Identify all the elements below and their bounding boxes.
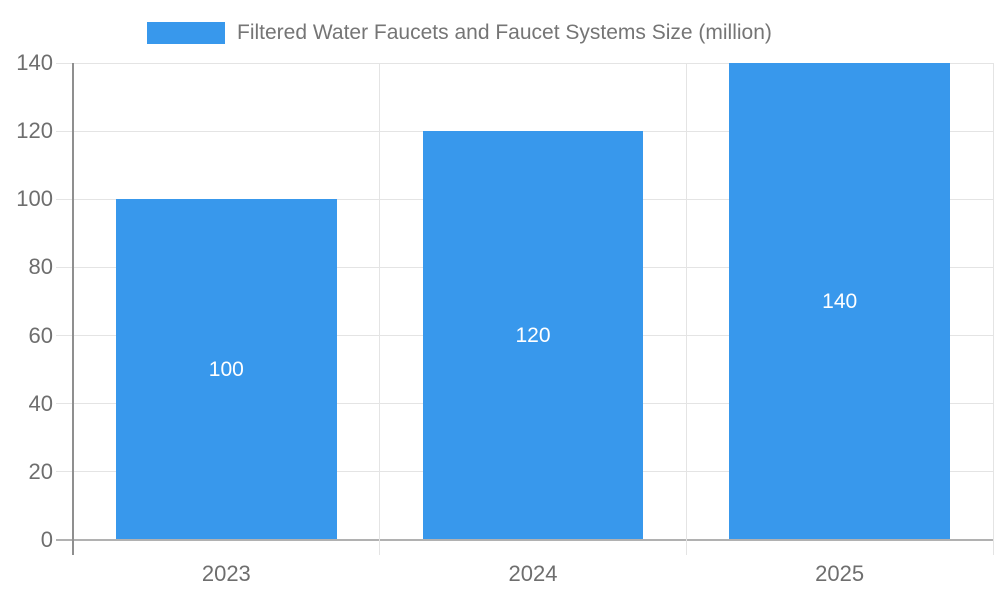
bar bbox=[729, 63, 951, 539]
y-tick-label: 20 bbox=[28, 458, 53, 484]
x-tick-label: 2024 bbox=[508, 561, 558, 586]
y-gridline bbox=[56, 62, 993, 64]
y-tick-label: 0 bbox=[40, 527, 53, 552]
legend-label[interactable]: Filtered Water Faucets and Faucet System… bbox=[237, 21, 772, 44]
bar-value-label: 120 bbox=[515, 323, 551, 347]
bar bbox=[422, 131, 644, 539]
y-tick-label: 120 bbox=[16, 118, 53, 144]
chart-legend: Filtered Water Faucets and Faucet System… bbox=[147, 21, 772, 45]
bar bbox=[115, 199, 337, 539]
plot-right-border bbox=[992, 63, 994, 555]
bar-value-label: 140 bbox=[822, 289, 858, 313]
x-tick-label: 2025 bbox=[815, 561, 865, 586]
bar-value-label: 100 bbox=[208, 357, 244, 381]
legend-swatch[interactable] bbox=[147, 22, 225, 44]
y-tick-label: 100 bbox=[16, 186, 53, 212]
x-axis-line bbox=[56, 539, 993, 541]
y-tick-label: 60 bbox=[28, 322, 53, 348]
y-tick-label: 80 bbox=[28, 254, 53, 280]
y-tick-label: 140 bbox=[16, 50, 53, 75]
category-separator bbox=[685, 63, 687, 555]
category-separator bbox=[379, 63, 381, 555]
x-tick-label: 2023 bbox=[201, 561, 251, 586]
y-tick-label: 40 bbox=[28, 390, 53, 416]
y-axis-line bbox=[72, 63, 74, 555]
